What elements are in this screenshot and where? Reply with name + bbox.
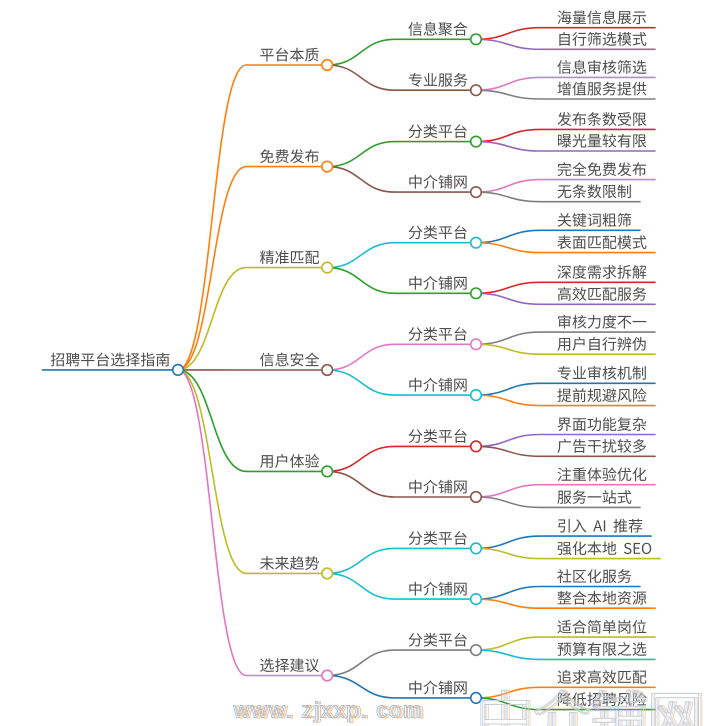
svg-text:www. zjxxp. com: www. zjxxp. com <box>236 698 427 723</box>
svg-text:www. zjxxp. com: www. zjxxp. com <box>232 698 423 723</box>
